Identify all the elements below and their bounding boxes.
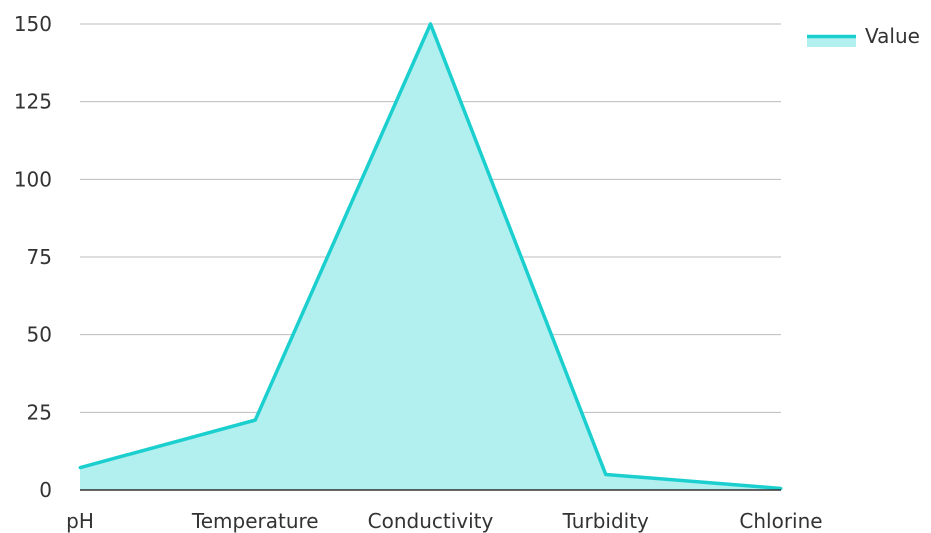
- y-tick-label: 25: [27, 400, 52, 424]
- x-tick-label: Temperature: [191, 509, 319, 533]
- y-tick-label: 125: [14, 90, 52, 114]
- data-point: [78, 466, 82, 470]
- y-tick-label: 100: [14, 167, 52, 191]
- x-tick-label: Conductivity: [368, 509, 494, 533]
- y-tick-label: 0: [39, 478, 52, 502]
- x-tick-label: Chlorine: [739, 509, 822, 533]
- data-point: [604, 472, 608, 476]
- y-tick-label: 50: [27, 323, 52, 347]
- data-point: [779, 486, 783, 490]
- x-axis: pH Temperature Conductivity Turbidity Chlori…: [66, 509, 822, 533]
- y-tick-label: 75: [27, 245, 52, 269]
- area-fill: [80, 24, 781, 490]
- y-axis: 0 25 50 75 100 125 150: [14, 12, 52, 502]
- data-point: [429, 22, 432, 26]
- x-tick-label: pH: [66, 509, 94, 533]
- legend: Value: [807, 24, 920, 48]
- y-tick-label: 150: [14, 12, 52, 36]
- x-tick-label: Turbidity: [562, 509, 649, 533]
- legend-label: Value: [865, 24, 920, 48]
- area-series: [78, 22, 783, 491]
- data-point: [253, 418, 257, 422]
